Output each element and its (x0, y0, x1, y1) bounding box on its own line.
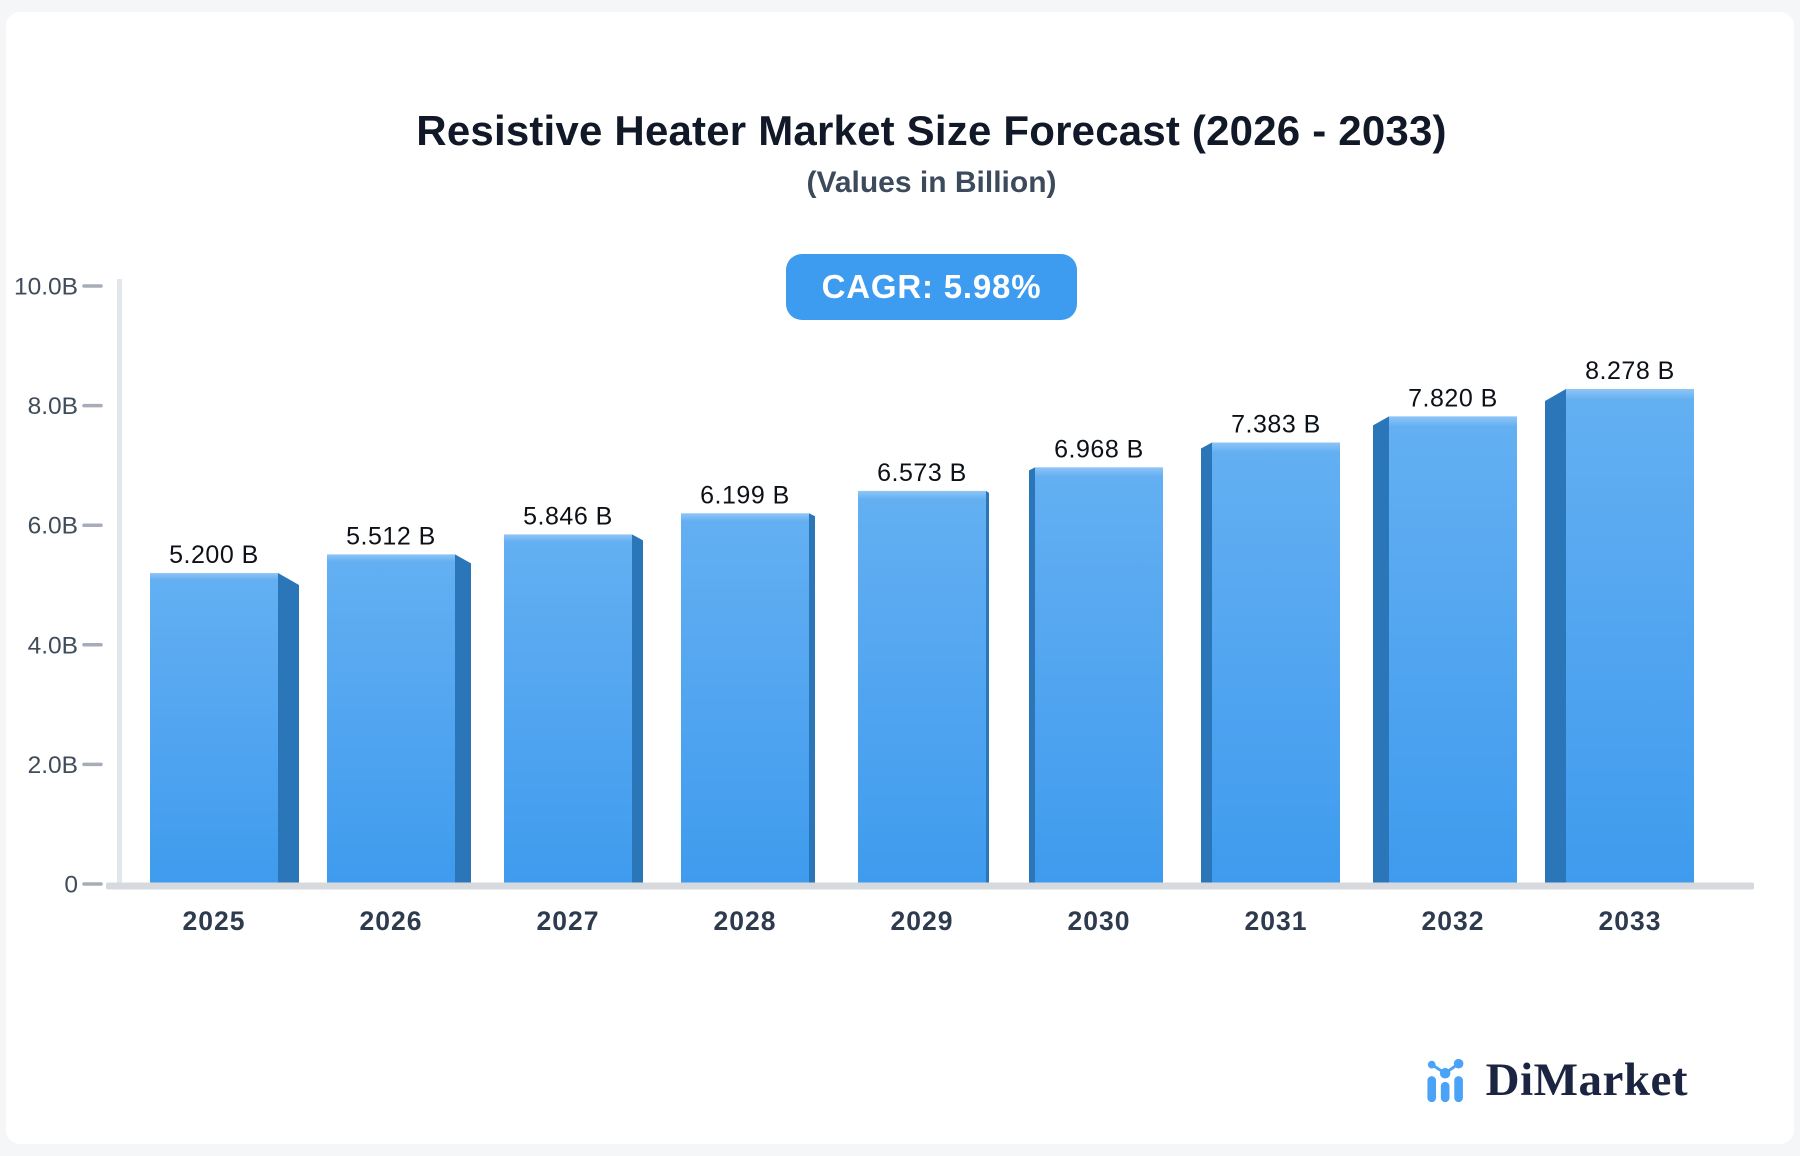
bar-side-face (809, 513, 815, 884)
x-axis-year-label: 2030 (1068, 906, 1131, 936)
bar-side-face (1545, 388, 1566, 884)
bar-value-label: 5.200 B (169, 541, 259, 569)
x-axis-year-label: 2027 (537, 906, 600, 936)
y-tick-label: 2.0B (28, 752, 78, 779)
x-axis-year-label: 2025 (183, 906, 246, 936)
y-axis-line (117, 279, 122, 884)
bar-front-face (681, 513, 809, 884)
badge-row: CAGR: 5.98% (121, 254, 1742, 320)
y-tick-label: 6.0B (28, 513, 78, 540)
x-axis-baseline (106, 882, 1754, 890)
x-axis-year-label: 2031 (1245, 906, 1308, 936)
x-axis-year-label: 2029 (891, 906, 954, 936)
bar-side-face (455, 554, 471, 884)
bar-side-face (1201, 442, 1212, 884)
bar-front-face (327, 554, 455, 884)
x-axis-year-label: 2033 (1599, 906, 1662, 936)
bar-value-label: 6.968 B (1054, 435, 1144, 463)
bar-value-label: 5.846 B (523, 502, 613, 530)
bar-side-face (1373, 416, 1389, 884)
bar-side-face (278, 573, 299, 884)
x-axis-year-label: 2032 (1422, 906, 1485, 936)
bar-value-label: 8.278 B (1585, 357, 1675, 385)
bar-group-2031: 7.383 B (1201, 410, 1340, 884)
bar-group-2025: 5.200 B (150, 541, 299, 884)
y-tick-label: 0 (64, 872, 78, 899)
bar-side-face (1029, 467, 1035, 884)
bar-group-2029: 6.573 B (858, 459, 989, 884)
bar-group-2030: 6.968 B (1029, 435, 1163, 884)
y-tick-label: 8.0B (28, 393, 78, 420)
chart-subtitle: (Values in Billion) (806, 166, 1057, 199)
bar-group-2026: 5.512 B (327, 522, 471, 884)
bar-side-face (986, 490, 989, 884)
bar-chart-with-trendline-icon (1427, 1058, 1464, 1103)
brand-logo-text: DiMarket (1485, 1053, 1688, 1106)
bar-front-face (1035, 467, 1163, 884)
bar-value-label: 6.199 B (700, 481, 790, 509)
bar-value-label: 7.383 B (1231, 410, 1321, 438)
chart-title: Resistive Heater Market Size Forecast (2… (416, 107, 1447, 154)
y-tick-label: 10.0B (14, 274, 78, 301)
x-axis-year-label: 2028 (714, 906, 777, 936)
brand-logo: DiMarket (1425, 1056, 1688, 1104)
chart-header: Resistive Heater Market Size Forecast (2… (121, 106, 1742, 200)
bar-group-2027: 5.846 B (504, 502, 643, 884)
bar-front-face (1389, 416, 1517, 884)
bar-value-label: 7.820 B (1408, 384, 1498, 412)
bar-value-label: 5.512 B (346, 522, 436, 550)
bar-front-face (858, 490, 986, 884)
bar-side-face (632, 534, 643, 884)
y-tick-label: 4.0B (28, 632, 78, 659)
bar-front-face (1566, 388, 1694, 884)
bar-group-2033: 8.278 B (1545, 357, 1694, 884)
bar-front-face (150, 573, 278, 884)
bar-front-face (1212, 442, 1340, 884)
bar-front-face (504, 534, 632, 884)
x-axis-year-label: 2026 (360, 906, 423, 936)
bar-group-2028: 6.199 B (681, 481, 815, 884)
bar-group-2032: 7.820 B (1373, 384, 1517, 884)
cagr-badge: CAGR: 5.98% (785, 254, 1078, 320)
bar-value-label: 6.573 B (877, 459, 967, 487)
